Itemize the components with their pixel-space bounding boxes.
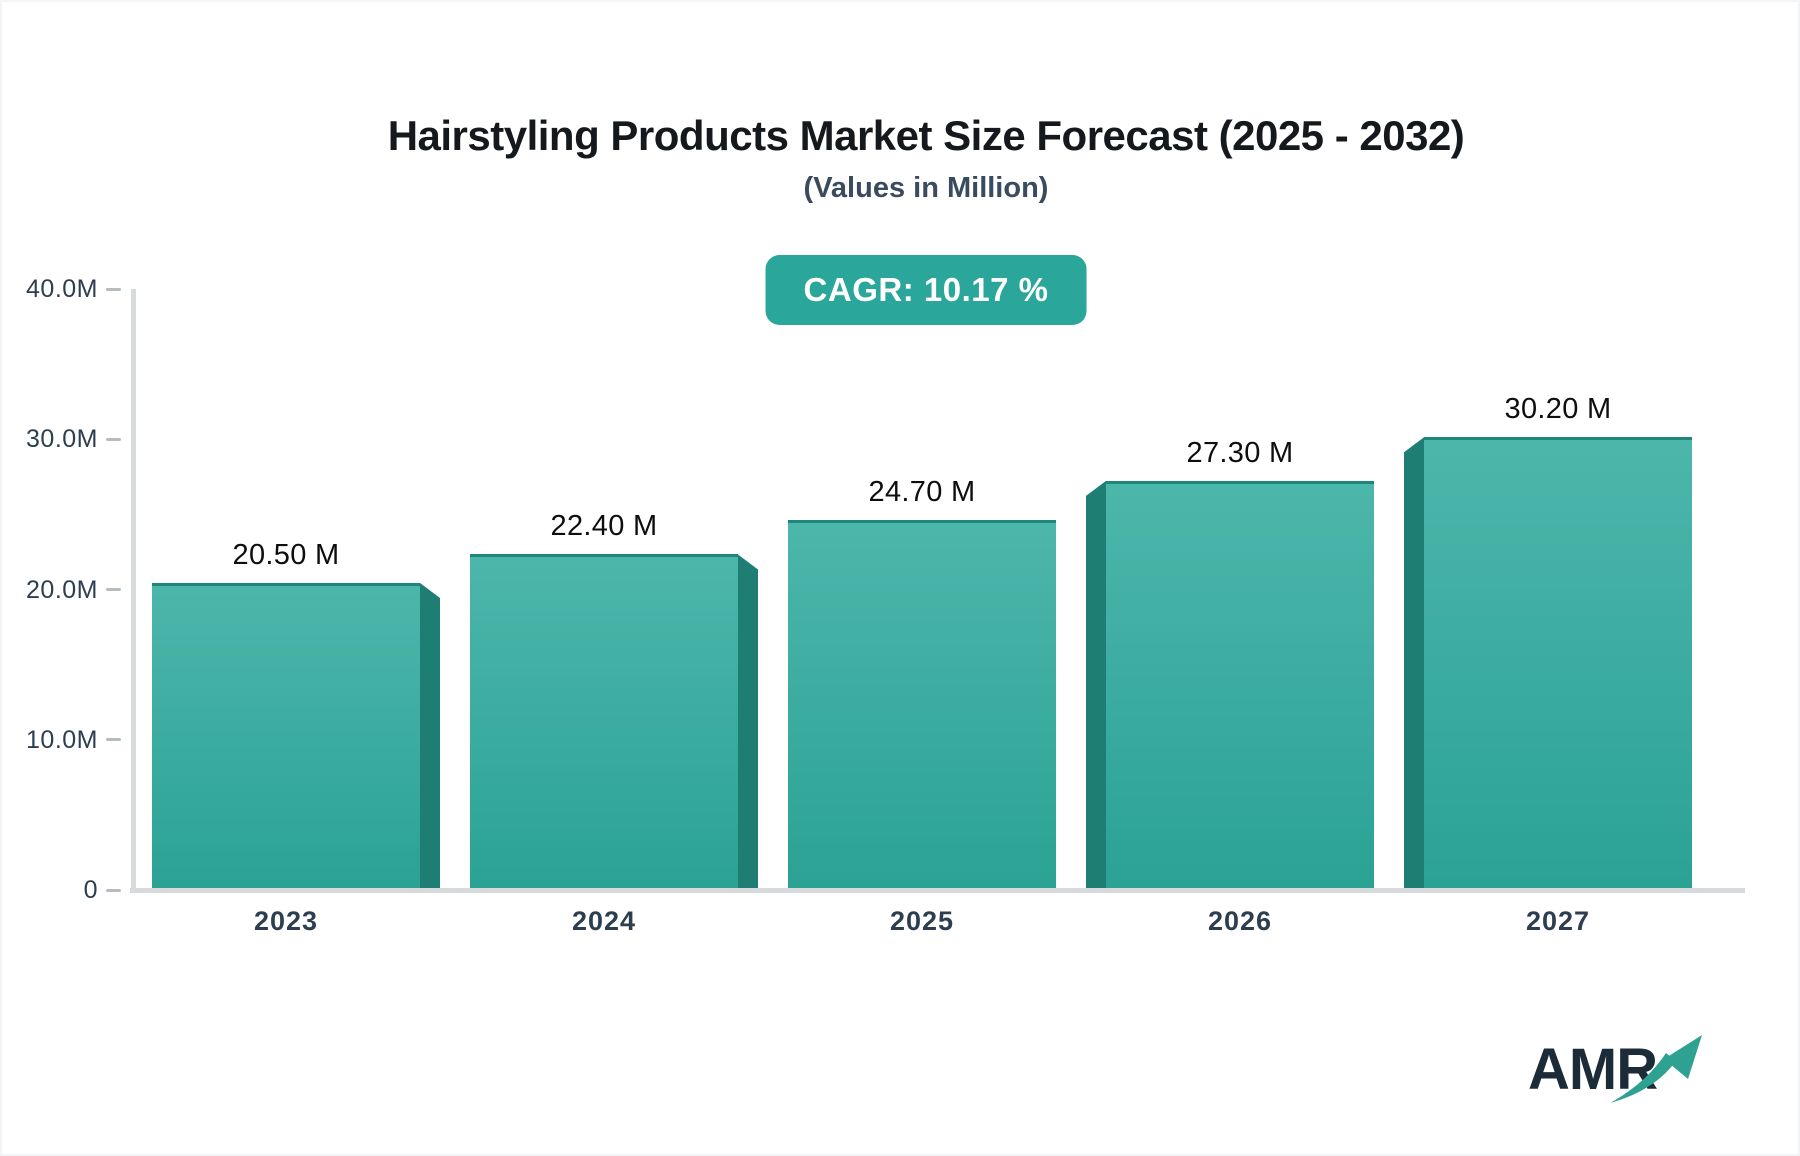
- y-tick-mark: [106, 287, 121, 291]
- y-tick-mark: [106, 738, 121, 742]
- amr-logo: AMR: [1528, 1035, 1702, 1115]
- y-tick-label: 40.0M: [26, 275, 98, 303]
- y-tick-label: 0: [83, 876, 98, 904]
- plot-area: 40.0M 30.0M 20.0M 10.0M 0 20.50 M 2023 22.40 M 2…: [26, 275, 1745, 936]
- bar-value-label-2026: 27.30 M: [1186, 436, 1294, 469]
- bar-value-label-2025: 24.70 M: [868, 475, 976, 508]
- y-axis-line: [131, 289, 136, 890]
- chart-title: Hairstyling Products Market Size Forecas…: [387, 112, 1465, 159]
- x-axis-line: [130, 888, 1745, 893]
- y-tick-label: 30.0M: [26, 425, 98, 454]
- x-tick-label-2024: 2024: [571, 906, 637, 936]
- bar-value-label-2027: 30.20 M: [1504, 393, 1612, 426]
- bar-value-label-2023: 20.50 M: [232, 539, 340, 571]
- bar-2024: [470, 554, 738, 891]
- cagr-badge: CAGR: 10.17 %: [765, 255, 1087, 325]
- y-tick-mark: [106, 888, 121, 892]
- bar-value-label-2024: 22.40 M: [550, 510, 658, 543]
- x-tick-label-2025: 2025: [889, 906, 955, 936]
- y-tick-label: 10.0M: [26, 725, 98, 754]
- bar-side-2027: [1404, 437, 1424, 891]
- y-tick-mark: [106, 588, 121, 591]
- x-tick-label-2027: 2027: [1525, 906, 1591, 936]
- x-tick-label-2026: 2026: [1207, 906, 1273, 936]
- bar-side-2023: [420, 583, 440, 891]
- bar-2025: [788, 519, 1056, 891]
- bar-side-2024: [738, 554, 758, 891]
- bar-2026: [1106, 480, 1374, 891]
- y-tick-label: 20.0M: [26, 575, 98, 604]
- growth-arrow-icon: [1610, 1035, 1702, 1103]
- bar-2027: [1424, 437, 1692, 891]
- y-tick-mark: [106, 437, 121, 441]
- bar-2023: [152, 583, 420, 891]
- x-tick-label-2023: 2023: [253, 906, 319, 936]
- chart-subtitle: (Values in Million): [803, 172, 1049, 204]
- bar-side-2026: [1086, 480, 1106, 891]
